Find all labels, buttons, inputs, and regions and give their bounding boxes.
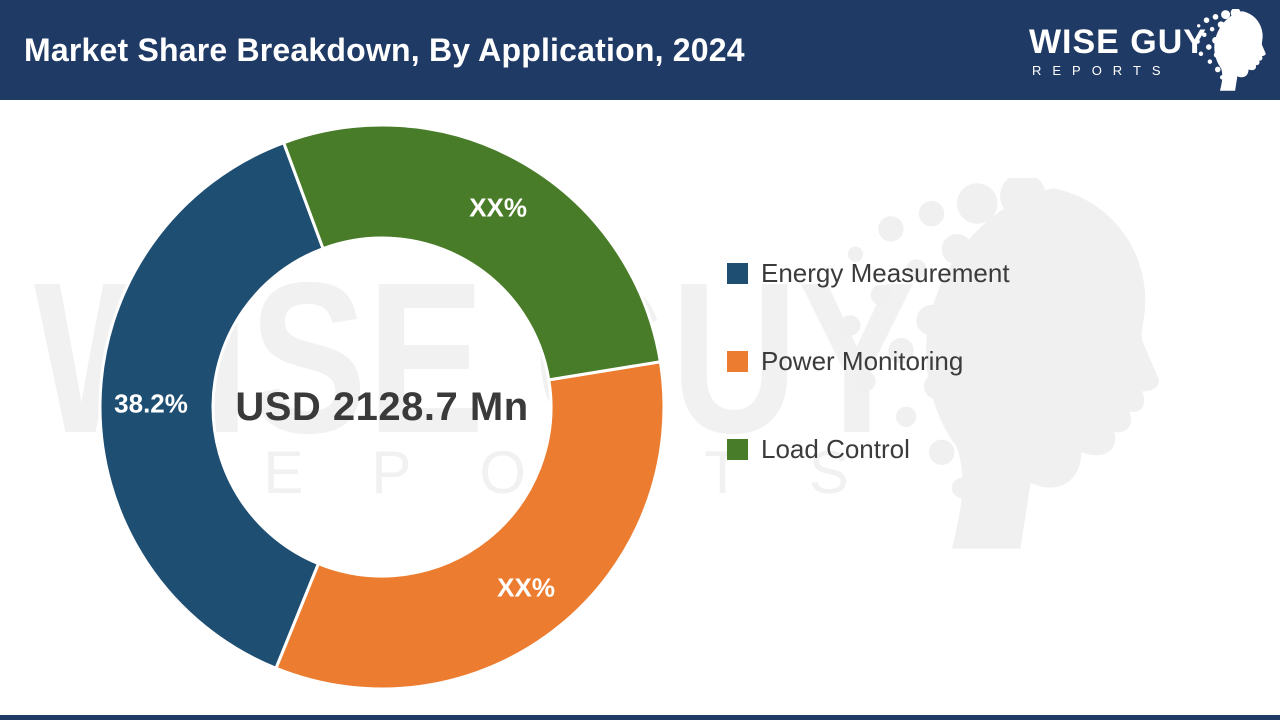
brand-wordmark: WISE GUY: [1028, 23, 1207, 61]
app-header: Market Share Breakdown, By Application, …: [0, 0, 1280, 100]
donut-segment-energy-measurement: [98, 141, 325, 670]
legend-item-energy-measurement: Energy Measurement: [727, 258, 1010, 288]
donut-segment-load-control: [282, 123, 662, 382]
brand-logo: WISE GUY REPORTS: [1029, 8, 1266, 94]
brand-reports-text: REPORTS: [1031, 63, 1172, 78]
legend-swatch-energy-measurement: [727, 262, 748, 284]
brand-face-icon: [1195, 9, 1266, 91]
donut-segment-power-monitoring: [274, 360, 666, 691]
donut-chart: 38.2% XX% XX%: [98, 123, 666, 691]
chart-legend: Energy Measurement Power Monitoring Load…: [727, 258, 1010, 522]
legend-label: Energy Measurement: [761, 257, 1010, 288]
legend-label: Power Monitoring: [761, 345, 964, 376]
legend-label: Load Control: [761, 433, 910, 464]
legend-swatch-load-control: [727, 438, 748, 460]
legend-item-power-monitoring: Power Monitoring: [727, 346, 1010, 376]
chart-center-value: USD 2128.7 Mn: [235, 385, 529, 429]
footer-accent-bar: [0, 715, 1280, 720]
legend-swatch-power-monitoring: [727, 350, 748, 372]
segment-value-label: XX%: [469, 192, 527, 222]
segment-value-label: XX%: [497, 573, 555, 603]
legend-item-load-control: Load Control: [727, 434, 1010, 464]
page-title: Market Share Breakdown, By Application, …: [24, 32, 745, 68]
segment-value-label: 38.2%: [114, 389, 188, 419]
